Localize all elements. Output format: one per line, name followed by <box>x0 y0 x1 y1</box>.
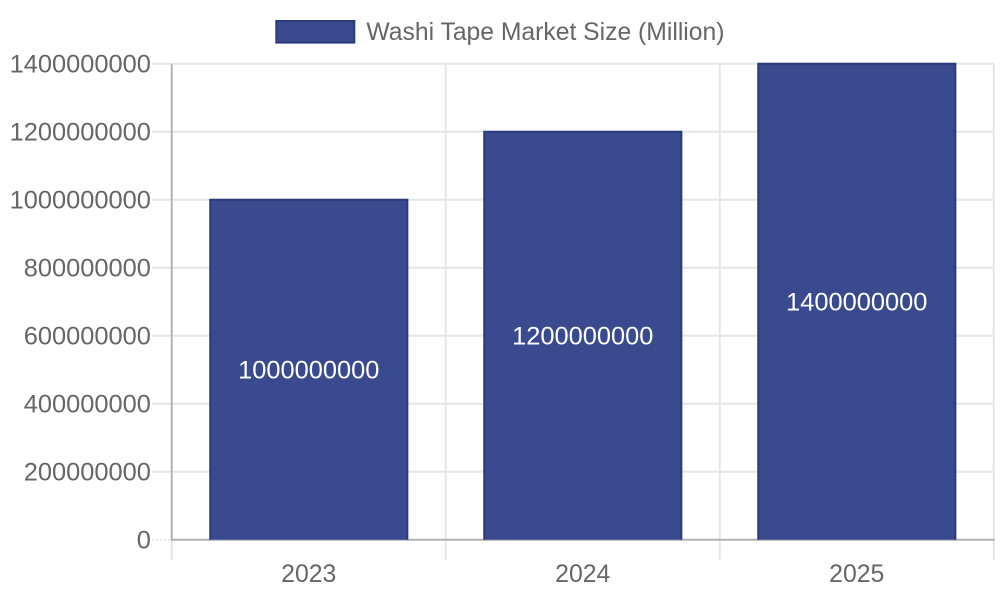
svg-text:200000000: 200000000 <box>24 459 151 487</box>
svg-text:2025: 2025 <box>829 561 884 588</box>
svg-text:1400000000: 1400000000 <box>786 289 927 317</box>
svg-text:1400000000: 1400000000 <box>10 51 151 79</box>
svg-text:2024: 2024 <box>555 561 610 588</box>
svg-text:1200000000: 1200000000 <box>10 119 151 147</box>
svg-text:1000000000: 1000000000 <box>238 357 379 385</box>
svg-text:0: 0 <box>137 527 151 555</box>
svg-text:400000000: 400000000 <box>24 391 151 419</box>
svg-text:1200000000: 1200000000 <box>512 323 653 351</box>
svg-text:800000000: 800000000 <box>24 255 151 283</box>
svg-text:600000000: 600000000 <box>24 323 151 351</box>
svg-text:Washi Tape Market Size (Millio: Washi Tape Market Size (Million) <box>366 19 724 46</box>
svg-text:2023: 2023 <box>281 561 336 588</box>
svg-text:1000000000: 1000000000 <box>10 187 151 215</box>
